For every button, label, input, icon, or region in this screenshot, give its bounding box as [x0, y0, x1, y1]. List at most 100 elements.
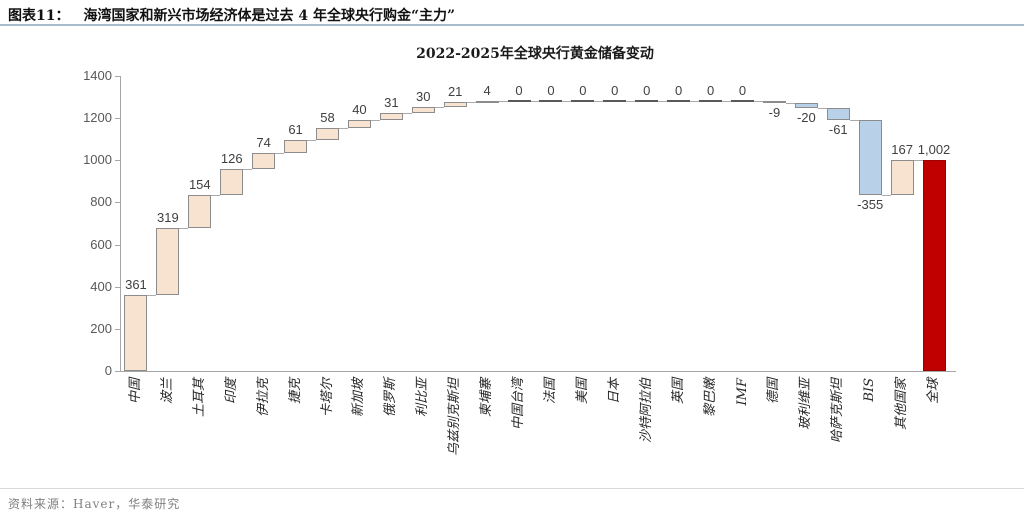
bar-俄罗斯 [379, 113, 403, 120]
category-label: 卡塔尔 [319, 378, 335, 418]
zero-marker [507, 100, 531, 103]
connector-line [498, 101, 508, 103]
figure-header: 图表11： 海湾国家和新兴市场经济体是过去 4 年全球央行购金“主力” [8, 5, 455, 25]
category-label: 柬埔寨 [479, 378, 495, 418]
figure-number: 图表11： [8, 8, 70, 24]
y-tick-mark [115, 118, 120, 120]
connector-line [562, 101, 572, 103]
data-label: 167 [891, 142, 913, 158]
category-label: 德国 [766, 378, 782, 405]
category-label: 玻利维亚 [798, 378, 814, 431]
y-tick-label: 1400 [83, 68, 112, 83]
category-label: 捷克 [287, 378, 303, 405]
connector-line [466, 102, 476, 104]
category-label: 英国 [670, 378, 686, 405]
data-label: 0 [643, 83, 651, 99]
data-label: -355 [857, 197, 884, 213]
connector-line [434, 106, 444, 108]
category-label: 其他国家 [894, 378, 910, 431]
data-label: 0 [675, 83, 683, 99]
category-label: 美国 [574, 378, 590, 405]
data-label: 21 [447, 84, 463, 100]
zero-marker [539, 100, 563, 103]
data-label: 0 [738, 83, 747, 99]
data-label: 0 [706, 83, 715, 99]
data-label: 31 [384, 95, 399, 111]
category-label: IMF [734, 378, 750, 406]
zero-marker [571, 100, 595, 103]
data-label: 0 [515, 83, 523, 99]
bar-捷克 [284, 140, 308, 154]
data-label: 154 [188, 177, 211, 193]
data-label: 0 [611, 83, 619, 99]
header-divider [0, 24, 1024, 26]
bar-其他国家 [890, 160, 914, 196]
bar-卡塔尔 [316, 128, 339, 141]
y-tick-label: 400 [90, 278, 112, 294]
data-label: 0 [547, 83, 555, 99]
bar-玻利维亚 [794, 103, 818, 108]
bar-波兰 [156, 227, 180, 295]
bar-BIS [858, 120, 882, 196]
data-label: 61 [288, 122, 303, 138]
connector-line [658, 101, 668, 103]
connector-line [339, 128, 348, 130]
connector-line [754, 101, 763, 103]
connector-line [147, 294, 157, 296]
connector-line [913, 160, 923, 162]
data-label: -20 [796, 109, 816, 125]
bar-乌兹别克斯坦 [443, 102, 467, 107]
data-label: 319 [157, 209, 179, 225]
data-label: 58 [320, 110, 335, 126]
bar-中国 [124, 294, 148, 371]
data-label: 4 [483, 83, 491, 99]
y-tick-label: 200 [90, 320, 112, 336]
connector-line [722, 101, 731, 103]
bar-土耳其 [188, 195, 212, 228]
figure-title: 海湾国家和新兴市场经济体是过去 4 年全球央行购金“主力” [83, 8, 456, 24]
connector-line [626, 101, 636, 103]
connector-line [849, 120, 859, 122]
source-note: 资料来源：Haver，华泰研究 [8, 497, 181, 511]
chart-title: 2022-2025年全球央行黄金储备变动 [416, 46, 654, 62]
bar-伊拉克 [252, 153, 276, 169]
bar-利比亚 [411, 106, 435, 114]
data-label: 126 [220, 150, 243, 166]
bar-全球 [922, 159, 946, 371]
zero-marker [731, 100, 754, 103]
connector-line [211, 195, 221, 197]
footer-divider [0, 488, 1024, 489]
connector-line [594, 101, 604, 103]
data-label: 30 [416, 88, 431, 104]
data-label: 74 [256, 135, 271, 151]
category-label: 中国 [127, 378, 143, 405]
y-tick-label: 1000 [83, 152, 112, 168]
data-label: 40 [352, 101, 367, 117]
x-axis [120, 371, 956, 372]
zero-marker [635, 100, 659, 103]
connector-line [307, 140, 316, 142]
category-label: 利比亚 [415, 378, 431, 418]
category-label: BIS [862, 378, 878, 402]
category-label: 日本 [606, 378, 622, 405]
connector-line [243, 168, 253, 170]
connector-line [690, 101, 700, 103]
y-axis [120, 76, 121, 371]
zero-marker [603, 100, 627, 103]
connector-line [530, 101, 540, 103]
connector-line [817, 107, 827, 109]
y-tick-label: 600 [90, 236, 112, 252]
connector-line [881, 195, 891, 197]
connector-line [370, 119, 380, 121]
bar-哈萨克斯坦 [826, 107, 850, 121]
y-tick-label: 0 [104, 363, 112, 378]
category-label: 新加坡 [351, 378, 367, 418]
category-label: 黎巴嫩 [702, 378, 718, 418]
waterfall-chart: 2022-2025年全球央行黄金储备变动 0 200 400 600 800 1000 12… [83, 46, 956, 456]
connector-line [275, 153, 285, 155]
y-tick-mark [115, 244, 120, 246]
bar-柬埔寨 [475, 101, 499, 104]
y-tick-mark [115, 202, 120, 204]
category-label: 中国台湾 [511, 378, 527, 431]
zero-marker [667, 100, 691, 103]
